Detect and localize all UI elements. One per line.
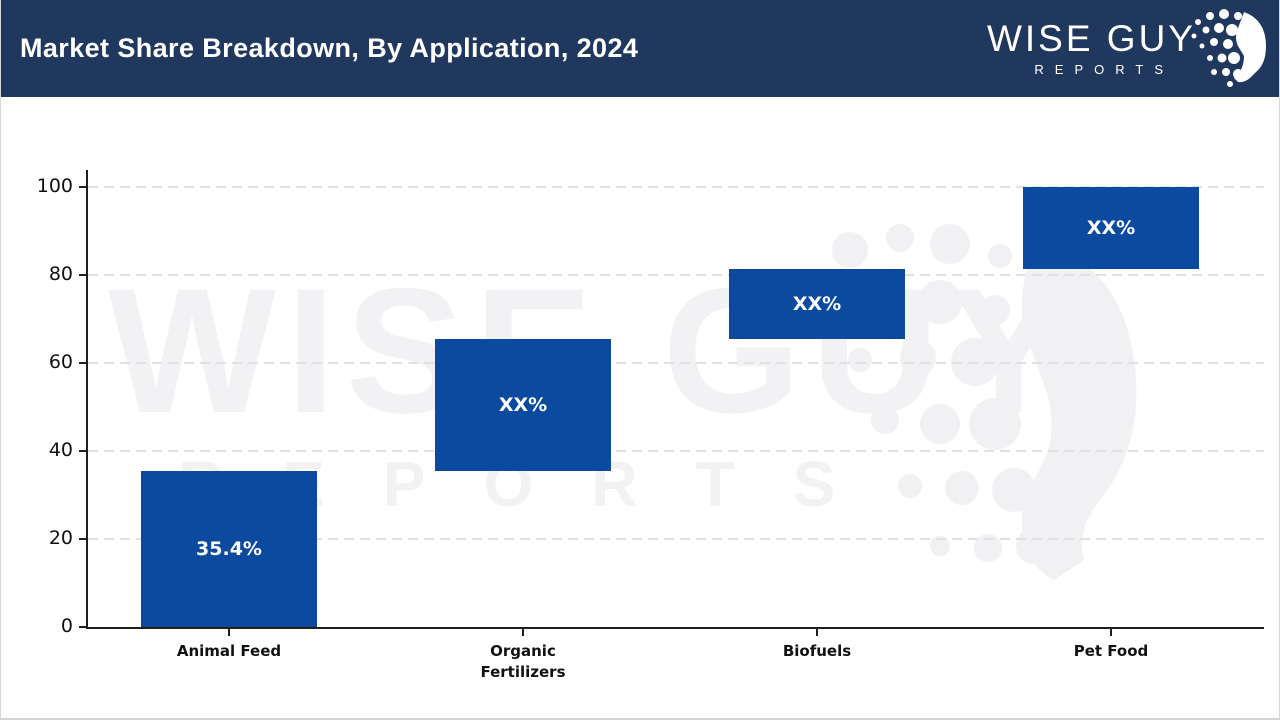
dotted-face-icon bbox=[1191, 9, 1266, 87]
wise-guy-reports-logo: WISE GUY REPORTS bbox=[987, 9, 1266, 87]
bar-organic-fertilizers: XX% bbox=[435, 338, 611, 472]
y-tick-mark bbox=[79, 274, 88, 276]
y-axis-line bbox=[86, 170, 88, 629]
y-tick-mark bbox=[79, 450, 88, 452]
x-tick-mark bbox=[1110, 629, 1112, 636]
x-tick-mark bbox=[228, 629, 230, 636]
bar-animal-feed: 35.4% bbox=[141, 471, 317, 627]
header-bar: Market Share Breakdown, By Application, … bbox=[0, 0, 1280, 97]
y-tick-label: 100 bbox=[36, 175, 73, 197]
gridline-100 bbox=[88, 186, 1264, 188]
x-category-label: Pet Food bbox=[1073, 642, 1149, 660]
bar-biofuels: XX% bbox=[729, 269, 905, 339]
x-category-label: Biofuels bbox=[782, 642, 852, 660]
gridline-80 bbox=[88, 274, 1264, 276]
y-tick-mark bbox=[79, 626, 88, 628]
x-axis-line bbox=[86, 627, 1264, 629]
page-title: Market Share Breakdown, By Application, … bbox=[20, 33, 639, 63]
y-tick-mark bbox=[79, 538, 88, 540]
bar-value-label: 35.4% bbox=[196, 538, 262, 561]
y-tick-label: 0 bbox=[60, 615, 73, 637]
y-tick-mark bbox=[79, 362, 88, 364]
bar-value-label: XX% bbox=[498, 394, 548, 417]
bar-pet-food: XX% bbox=[1023, 187, 1199, 270]
bar-value-label: XX% bbox=[792, 293, 842, 316]
gridline-20 bbox=[88, 538, 1264, 540]
gridline-40 bbox=[88, 450, 1264, 452]
y-tick-label: 60 bbox=[48, 351, 73, 373]
x-tick-mark bbox=[816, 629, 818, 636]
y-tick-label: 40 bbox=[48, 439, 73, 461]
y-tick-label: 20 bbox=[48, 527, 73, 549]
x-category-label: Animal Feed bbox=[176, 642, 282, 660]
y-tick-mark bbox=[79, 186, 88, 188]
bar-value-label: XX% bbox=[1086, 217, 1136, 240]
y-tick-label: 80 bbox=[48, 263, 73, 285]
x-category-label: Organic Fertilizers bbox=[480, 642, 566, 681]
logo-sub-text: REPORTS bbox=[1034, 62, 1174, 77]
x-tick-mark bbox=[522, 629, 524, 636]
gridline-60 bbox=[88, 362, 1264, 364]
logo-brand-text: WISE GUY bbox=[986, 18, 1196, 59]
